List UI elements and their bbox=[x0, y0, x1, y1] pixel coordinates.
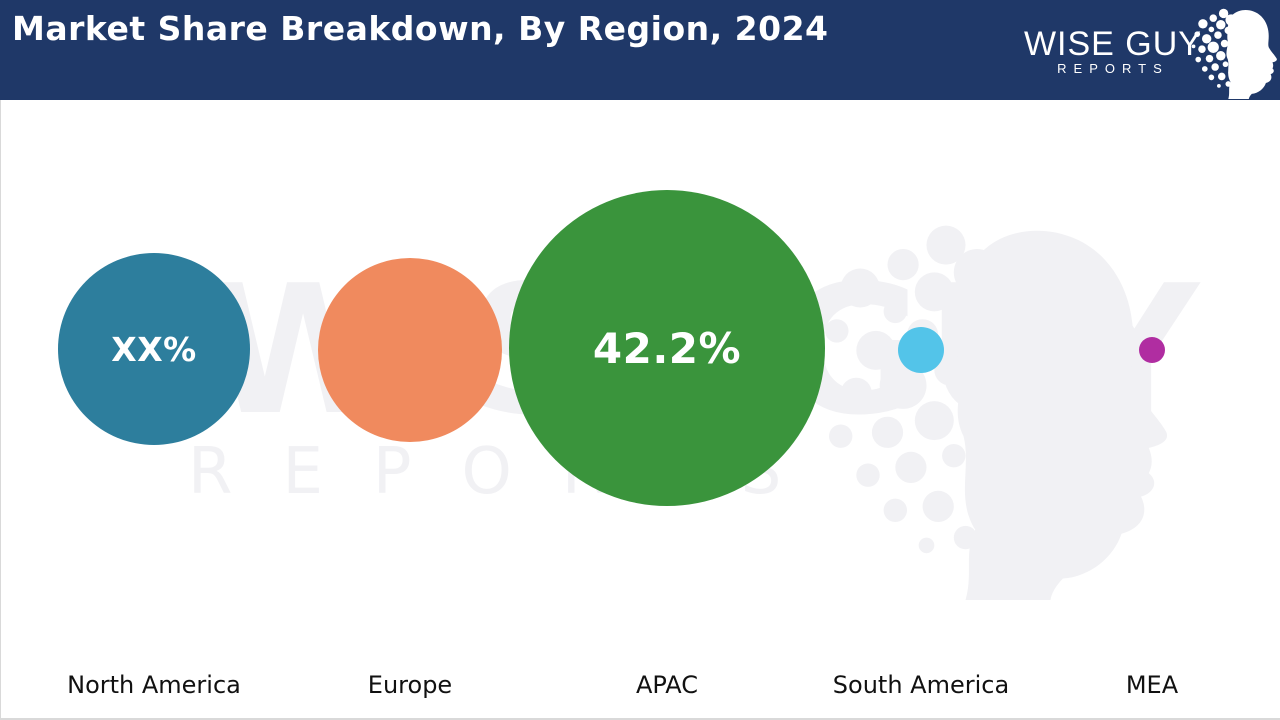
category-label-south-america: South America bbox=[832, 671, 1010, 699]
category-label-mea: MEA bbox=[1125, 671, 1179, 699]
bubble-south-america bbox=[898, 327, 944, 373]
wise-guy-logo: WISE GUY REPORTS bbox=[1024, 0, 1280, 100]
category-label-europe: Europe bbox=[367, 671, 453, 699]
header: Market Share Breakdown, By Region, 2024 … bbox=[0, 0, 1280, 100]
bubble-north-america: XX% bbox=[58, 253, 250, 445]
bubble-europe bbox=[318, 258, 502, 442]
bubble-apac: 42.2% bbox=[509, 190, 825, 506]
bubble-value-apac: 42.2% bbox=[592, 323, 742, 373]
bubble-mea bbox=[1139, 337, 1165, 363]
category-label-apac: APAC bbox=[635, 671, 699, 699]
logo-text: WISE GUY REPORTS bbox=[1023, 24, 1202, 77]
bubble-value-north-america: XX% bbox=[111, 329, 197, 369]
category-label-north-america: North America bbox=[67, 671, 241, 699]
logo-wordmark: WISE GUY bbox=[1023, 24, 1202, 63]
page-title: Market Share Breakdown, By Region, 2024 bbox=[12, 9, 829, 48]
logo-subtext: REPORTS bbox=[1057, 61, 1169, 77]
